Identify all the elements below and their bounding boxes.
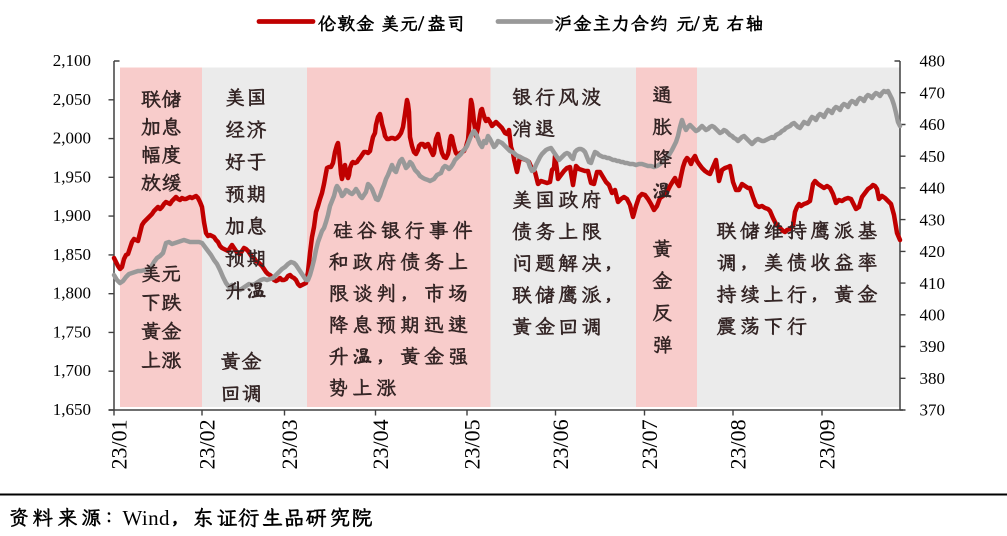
svg-text:400: 400: [920, 306, 946, 325]
svg-text:390: 390: [920, 337, 946, 356]
svg-text:23/07: 23/07: [637, 419, 662, 469]
svg-text:23/06: 23/06: [548, 419, 573, 469]
svg-text:380: 380: [920, 369, 946, 388]
svg-text:440: 440: [920, 179, 946, 198]
svg-text:1,750: 1,750: [53, 322, 91, 341]
svg-text:1,650: 1,650: [53, 400, 91, 419]
svg-text:1,950: 1,950: [53, 167, 91, 186]
svg-text:23/02: 23/02: [195, 419, 220, 469]
svg-text:2,000: 2,000: [53, 129, 91, 148]
svg-text:460: 460: [920, 115, 946, 134]
svg-text:430: 430: [920, 210, 946, 229]
svg-text:Wind: Wind: [123, 506, 171, 530]
svg-text:23/04: 23/04: [368, 419, 393, 469]
svg-text:1,800: 1,800: [53, 284, 91, 303]
svg-text:370: 370: [920, 401, 946, 420]
svg-text:2,050: 2,050: [53, 90, 91, 109]
svg-text:23/08: 23/08: [726, 419, 751, 469]
svg-text:2,100: 2,100: [53, 51, 91, 70]
svg-text:420: 420: [920, 242, 946, 261]
svg-text:23/01: 23/01: [107, 419, 132, 469]
svg-text:1,900: 1,900: [53, 206, 91, 225]
svg-text:1,700: 1,700: [53, 361, 91, 380]
svg-text:23/03: 23/03: [277, 419, 302, 469]
svg-text:1,850: 1,850: [53, 245, 91, 264]
svg-text:23/05: 23/05: [460, 419, 485, 469]
svg-text:450: 450: [920, 147, 946, 166]
svg-text:480: 480: [920, 52, 946, 71]
svg-text:410: 410: [920, 274, 946, 293]
svg-text:23/09: 23/09: [815, 419, 840, 469]
svg-text:470: 470: [920, 83, 946, 102]
